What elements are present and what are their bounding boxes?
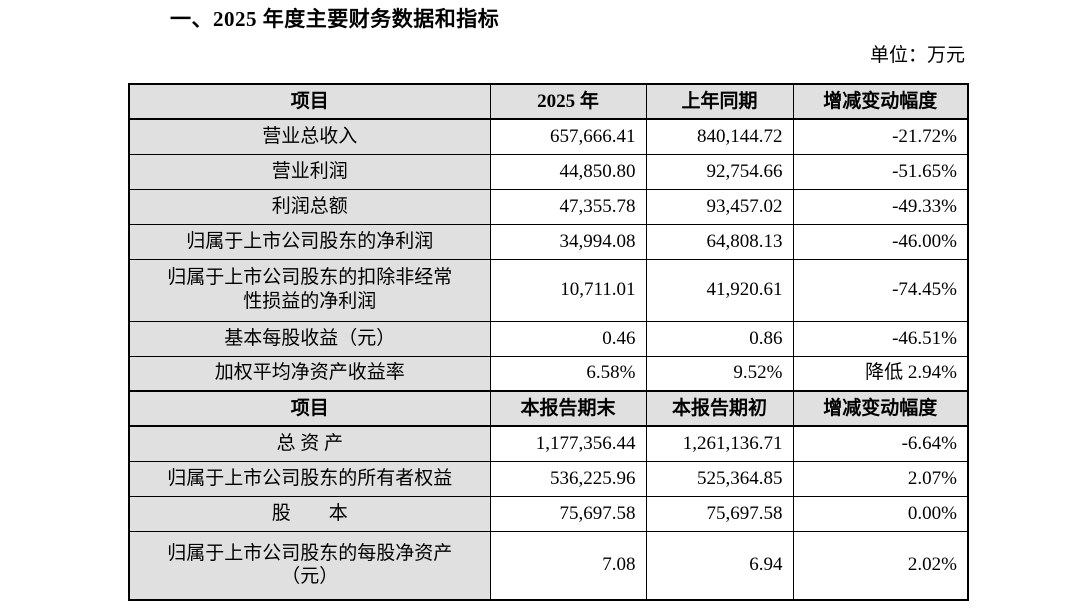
value-prior: 64,808.13 xyxy=(645,223,794,260)
header-current-period: 2025 年 xyxy=(489,83,647,120)
table-row: 归属于上市公司股东的每股净资产 （元） 7.08 6.94 2.02% xyxy=(128,530,969,601)
value-prior: 9.52% xyxy=(645,355,794,392)
table-row: 利润总额 47,355.78 93,457.02 -49.33% xyxy=(128,188,969,225)
value-change: 0.00% xyxy=(792,495,969,532)
value-change: 2.07% xyxy=(792,460,969,497)
value-current: 75,697.58 xyxy=(489,495,647,532)
value-prior: 0.86 xyxy=(645,320,794,357)
value-current: 44,850.80 xyxy=(489,153,647,190)
table-row: 加权平均净资产收益率 6.58% 9.52% 降低 2.94% xyxy=(128,355,969,392)
value-prior: 6.94 xyxy=(645,530,794,601)
table-header-row-section1: 项目 2025 年 上年同期 增减变动幅度 xyxy=(128,83,969,120)
value-current: 1,177,356.44 xyxy=(489,425,647,462)
header-change: 增减变动幅度 xyxy=(792,83,969,120)
table-row: 归属于上市公司股东的所有者权益 536,225.96 525,364.85 2.… xyxy=(128,460,969,497)
value-change: -51.65% xyxy=(792,153,969,190)
value-change: -6.64% xyxy=(792,425,969,462)
value-prior: 840,144.72 xyxy=(645,118,794,155)
row-label: 营业总收入 xyxy=(128,118,491,155)
table-row: 营业利润 44,850.80 92,754.66 -51.65% xyxy=(128,153,969,190)
value-current: 7.08 xyxy=(489,530,647,601)
value-prior: 525,364.85 xyxy=(645,460,794,497)
value-prior: 93,457.02 xyxy=(645,188,794,225)
page-title: 一、2025 年度主要财务数据和指标 xyxy=(170,7,500,31)
row-label: 营业利润 xyxy=(128,153,491,190)
row-label: 股 本 xyxy=(128,495,491,532)
row-label: 归属于上市公司股东的净利润 xyxy=(128,223,491,260)
table-row: 基本每股收益（元） 0.46 0.86 -46.51% xyxy=(128,320,969,357)
row-label: 利润总额 xyxy=(128,188,491,225)
value-current: 10,711.01 xyxy=(489,258,647,322)
value-current: 0.46 xyxy=(489,320,647,357)
value-current: 47,355.78 xyxy=(489,188,647,225)
value-prior: 41,920.61 xyxy=(645,258,794,322)
value-change: -46.51% xyxy=(792,320,969,357)
row-label: 归属于上市公司股东的所有者权益 xyxy=(128,460,491,497)
table-row: 营业总收入 657,666.41 840,144.72 -21.72% xyxy=(128,118,969,155)
value-change: 降低 2.94% xyxy=(792,355,969,392)
row-label: 归属于上市公司股东的每股净资产 （元） xyxy=(128,530,491,601)
row-label: 基本每股收益（元） xyxy=(128,320,491,357)
value-prior: 1,261,136.71 xyxy=(645,425,794,462)
value-change: -49.33% xyxy=(792,188,969,225)
value-change: -46.00% xyxy=(792,223,969,260)
header-prior-period: 上年同期 xyxy=(645,83,794,120)
value-current: 536,225.96 xyxy=(489,460,647,497)
value-current: 6.58% xyxy=(489,355,647,392)
table-header-row-section2: 项目 本报告期末 本报告期初 增减变动幅度 xyxy=(128,390,969,427)
unit-label: 单位：万元 xyxy=(869,45,965,66)
row-label: 总 资 产 xyxy=(128,425,491,462)
value-prior: 92,754.66 xyxy=(645,153,794,190)
table-row: 总 资 产 1,177,356.44 1,261,136.71 -6.64% xyxy=(128,425,969,462)
value-change: 2.02% xyxy=(792,530,969,601)
value-prior: 75,697.58 xyxy=(645,495,794,532)
row-label: 归属于上市公司股东的扣除非经常 性损益的净利润 xyxy=(128,258,491,322)
value-current: 657,666.41 xyxy=(489,118,647,155)
header-period-start: 本报告期初 xyxy=(645,390,794,427)
header-item: 项目 xyxy=(128,390,491,427)
header-change: 增减变动幅度 xyxy=(792,390,969,427)
value-current: 34,994.08 xyxy=(489,223,647,260)
value-change: -21.72% xyxy=(792,118,969,155)
header-item: 项目 xyxy=(128,83,491,120)
value-change: -74.45% xyxy=(792,258,969,322)
table-row: 归属于上市公司股东的扣除非经常 性损益的净利润 10,711.01 41,920… xyxy=(128,258,969,322)
row-label: 加权平均净资产收益率 xyxy=(128,355,491,392)
table-row: 归属于上市公司股东的净利润 34,994.08 64,808.13 -46.00… xyxy=(128,223,969,260)
financial-data-table: 项目 2025 年 上年同期 增减变动幅度 营业总收入 657,666.41 8… xyxy=(128,83,969,601)
header-period-end: 本报告期末 xyxy=(489,390,647,427)
table-row: 股 本 75,697.58 75,697.58 0.00% xyxy=(128,495,969,532)
